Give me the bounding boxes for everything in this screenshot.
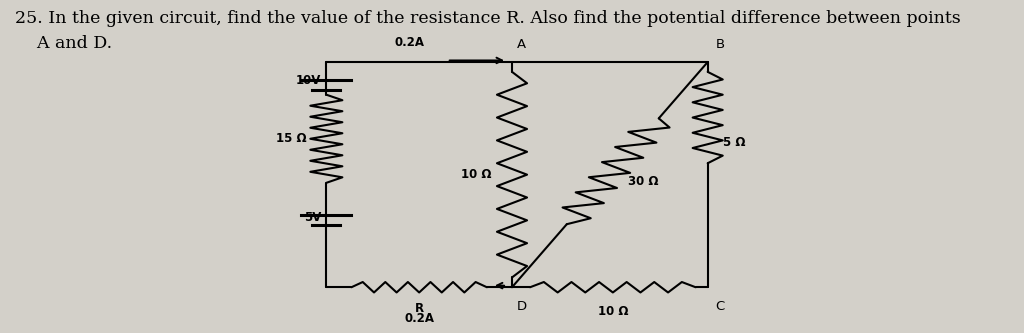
Text: 25. In the given circuit, find the value of the resistance R. Also find the pote: 25. In the given circuit, find the value…: [15, 10, 962, 52]
Text: 0.2A: 0.2A: [404, 312, 434, 325]
Text: A: A: [517, 38, 526, 51]
Text: 0.2A: 0.2A: [394, 36, 424, 49]
Text: 10 Ω: 10 Ω: [598, 305, 628, 318]
Text: R: R: [415, 302, 424, 315]
Text: 5V: 5V: [304, 210, 322, 223]
Text: B: B: [716, 38, 725, 51]
Text: 10V: 10V: [296, 74, 322, 87]
Text: 30 Ω: 30 Ω: [628, 174, 658, 187]
Text: 10 Ω: 10 Ω: [462, 168, 492, 181]
Text: 15 Ω: 15 Ω: [275, 132, 306, 145]
Text: 5 Ω: 5 Ω: [723, 136, 745, 149]
Text: D: D: [517, 300, 527, 313]
Text: C: C: [716, 300, 725, 313]
